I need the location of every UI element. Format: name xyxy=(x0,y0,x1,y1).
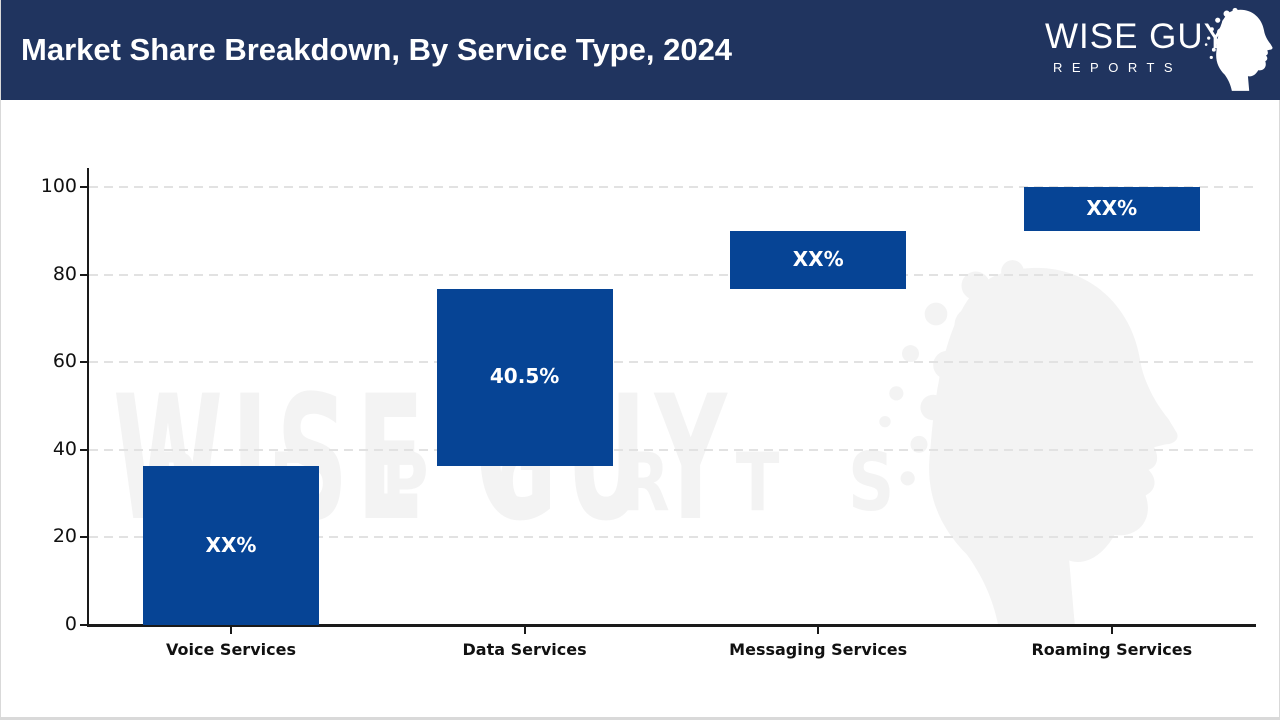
y-axis-tick-80 xyxy=(80,273,88,276)
y-tick-label-60: 60 xyxy=(52,350,77,373)
x-axis-label-voice-services: Voice Services xyxy=(166,640,296,659)
bar-messaging-services xyxy=(730,230,907,289)
bar-value-label-messaging-services: XX% xyxy=(792,246,844,271)
bar-voice-services xyxy=(143,466,319,625)
y-axis-tick-0 xyxy=(80,624,88,626)
gridline-80 xyxy=(89,273,1256,276)
gridline-100 xyxy=(89,186,1256,188)
head-profile-dots-icon xyxy=(1204,7,1273,91)
page-title: Market Share Breakdown, By Service Type,… xyxy=(21,32,733,67)
y-tick-label-0: 0 xyxy=(64,613,77,635)
bar-data-services xyxy=(436,288,613,466)
x-axis-label-roaming-services: Roaming Services xyxy=(1031,640,1193,659)
bar-value-label-data-services: 40.5% xyxy=(489,364,560,389)
x-axis-tick-messaging-services xyxy=(817,627,820,634)
bar-value-label-voice-services: XX% xyxy=(205,532,257,557)
y-axis-tick-20 xyxy=(80,536,88,539)
bar-value-label-roaming-services: XX% xyxy=(1086,195,1138,220)
y-axis-tick-60 xyxy=(80,361,88,364)
x-axis-line xyxy=(87,624,1256,627)
x-axis-label-data-services: Data Services xyxy=(462,640,587,659)
gridline-40 xyxy=(89,448,1256,451)
y-tick-label-40: 40 xyxy=(52,437,77,460)
y-axis-tick-100 xyxy=(80,186,88,188)
x-axis-tick-voice-services xyxy=(230,627,232,634)
gridline-20 xyxy=(89,536,1256,539)
brand-logo: WISE GUY REPORTS xyxy=(1031,0,1280,100)
x-axis-label-messaging-services: Messaging Services xyxy=(729,640,908,659)
x-axis-tick-data-services xyxy=(523,627,526,634)
y-tick-label-20: 20 xyxy=(52,525,77,548)
y-tick-label-80: 80 xyxy=(52,262,77,285)
header-banner: Market Share Breakdown, By Service Type,… xyxy=(1,0,1280,100)
y-axis-line xyxy=(87,168,89,627)
brand-subtitle: REPORTS xyxy=(1053,60,1183,75)
y-axis-tick-40 xyxy=(80,448,88,451)
bar-roaming-services xyxy=(1023,187,1200,231)
gridline-60 xyxy=(89,361,1256,364)
x-axis-tick-roaming-services xyxy=(1110,627,1113,634)
brand-name: WISE GUY xyxy=(1045,17,1229,56)
y-tick-label-100: 100 xyxy=(40,175,77,197)
